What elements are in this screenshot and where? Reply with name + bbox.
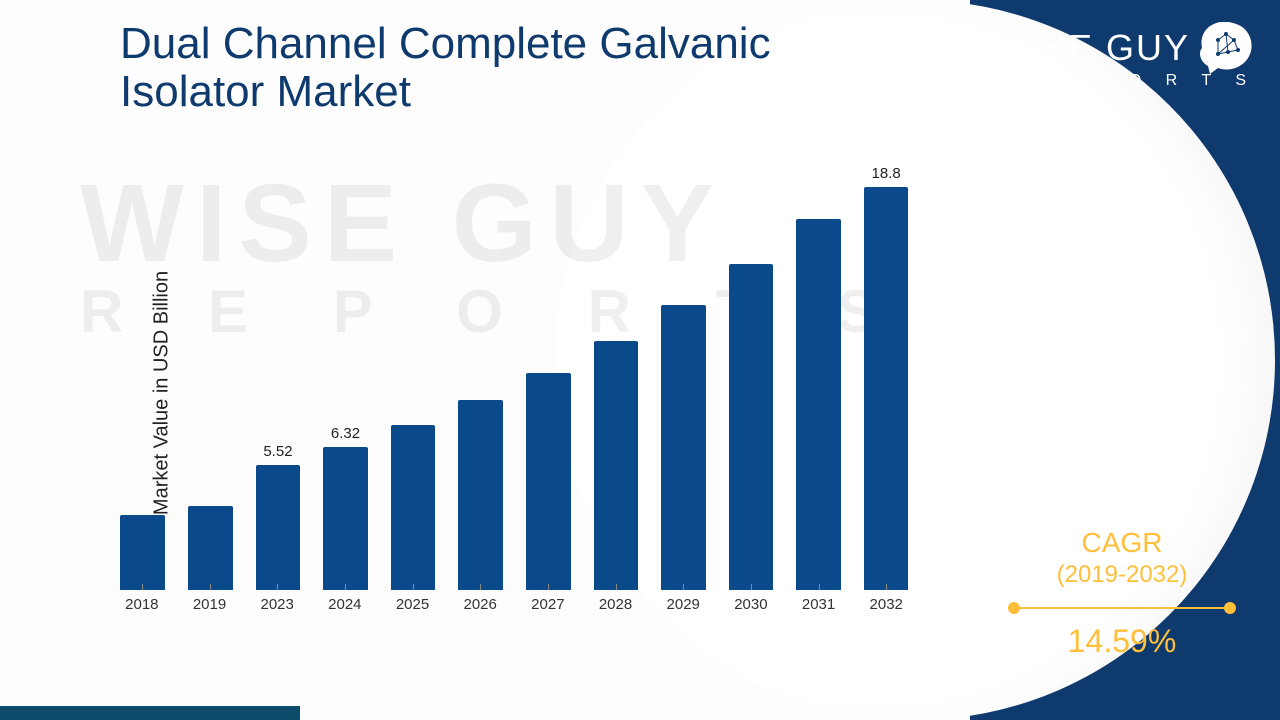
- bar-rect: [729, 264, 774, 590]
- x-axis: 2018201920232024202520262027202820292030…: [108, 590, 920, 620]
- brand-head-icon: [1196, 22, 1256, 74]
- x-tick-label: 2031: [785, 590, 853, 620]
- x-tick-label: 2018: [108, 590, 176, 620]
- chart-title: Dual Channel Complete Galvanic Isolator …: [120, 20, 860, 117]
- footer-accent-bar: [0, 706, 300, 720]
- bar-2018: [109, 165, 177, 590]
- bar-2030: [717, 165, 785, 590]
- bar-rect: [256, 465, 301, 590]
- x-tick-label: 2019: [176, 590, 244, 620]
- plot-area: 5.52 6.32 18.8: [108, 165, 920, 590]
- cagr-divider: [1014, 607, 1230, 609]
- x-tick-label: 2032: [852, 590, 920, 620]
- bar-rect: [594, 341, 639, 590]
- brand-subtitle: R E P O R T S: [994, 72, 1256, 90]
- bar-rect: [796, 219, 841, 590]
- x-tick-label: 2029: [649, 590, 717, 620]
- bar-value-label: 5.52: [263, 443, 292, 461]
- bar-rect: [864, 187, 909, 590]
- x-tick-label: 2028: [582, 590, 650, 620]
- cagr-block: CAGR (2019-2032) 14.59%: [992, 527, 1252, 660]
- cagr-range: (2019-2032): [992, 561, 1252, 589]
- bar-2029: [650, 165, 718, 590]
- bar-chart: Market Value in USD Billion 5.526.3218.8…: [70, 165, 920, 620]
- bar-rect: [188, 506, 233, 590]
- bar-rect: [391, 425, 436, 590]
- bars-container: 5.52 6.32 18.8: [109, 165, 920, 590]
- bar-rect: [458, 400, 503, 590]
- bar-2028: [582, 165, 650, 590]
- bar-2026: [447, 165, 515, 590]
- brand-logo: WISE GUY R E P O R T S: [994, 22, 1256, 90]
- x-tick-label: 2027: [514, 590, 582, 620]
- bar-2031: [785, 165, 853, 590]
- x-tick-label: 2025: [379, 590, 447, 620]
- x-tick-label: 2024: [311, 590, 379, 620]
- x-tick-label: 2023: [243, 590, 311, 620]
- cagr-value: 14.59%: [992, 623, 1252, 660]
- bar-rect: [323, 447, 368, 590]
- bar-2032: 18.8: [852, 165, 920, 590]
- bar-value-label: 18.8: [872, 165, 901, 183]
- bar-value-label: 6.32: [331, 425, 360, 443]
- bar-2027: [514, 165, 582, 590]
- bar-2019: [177, 165, 245, 590]
- brand-name: WISE GUY: [994, 27, 1190, 69]
- bar-rect: [526, 373, 571, 590]
- bar-2025: [379, 165, 447, 590]
- x-tick-label: 2030: [717, 590, 785, 620]
- bar-rect: [120, 515, 165, 590]
- page-root: WISE GUY R E P O R T S WISE GUY R E P O …: [0, 0, 1280, 720]
- bar-rect: [661, 305, 706, 590]
- x-tick-label: 2026: [446, 590, 514, 620]
- cagr-label: CAGR: [992, 527, 1252, 559]
- bar-2024: 6.32: [312, 165, 380, 590]
- brand-logo-top: WISE GUY: [994, 22, 1256, 74]
- bar-2023: 5.52: [244, 165, 312, 590]
